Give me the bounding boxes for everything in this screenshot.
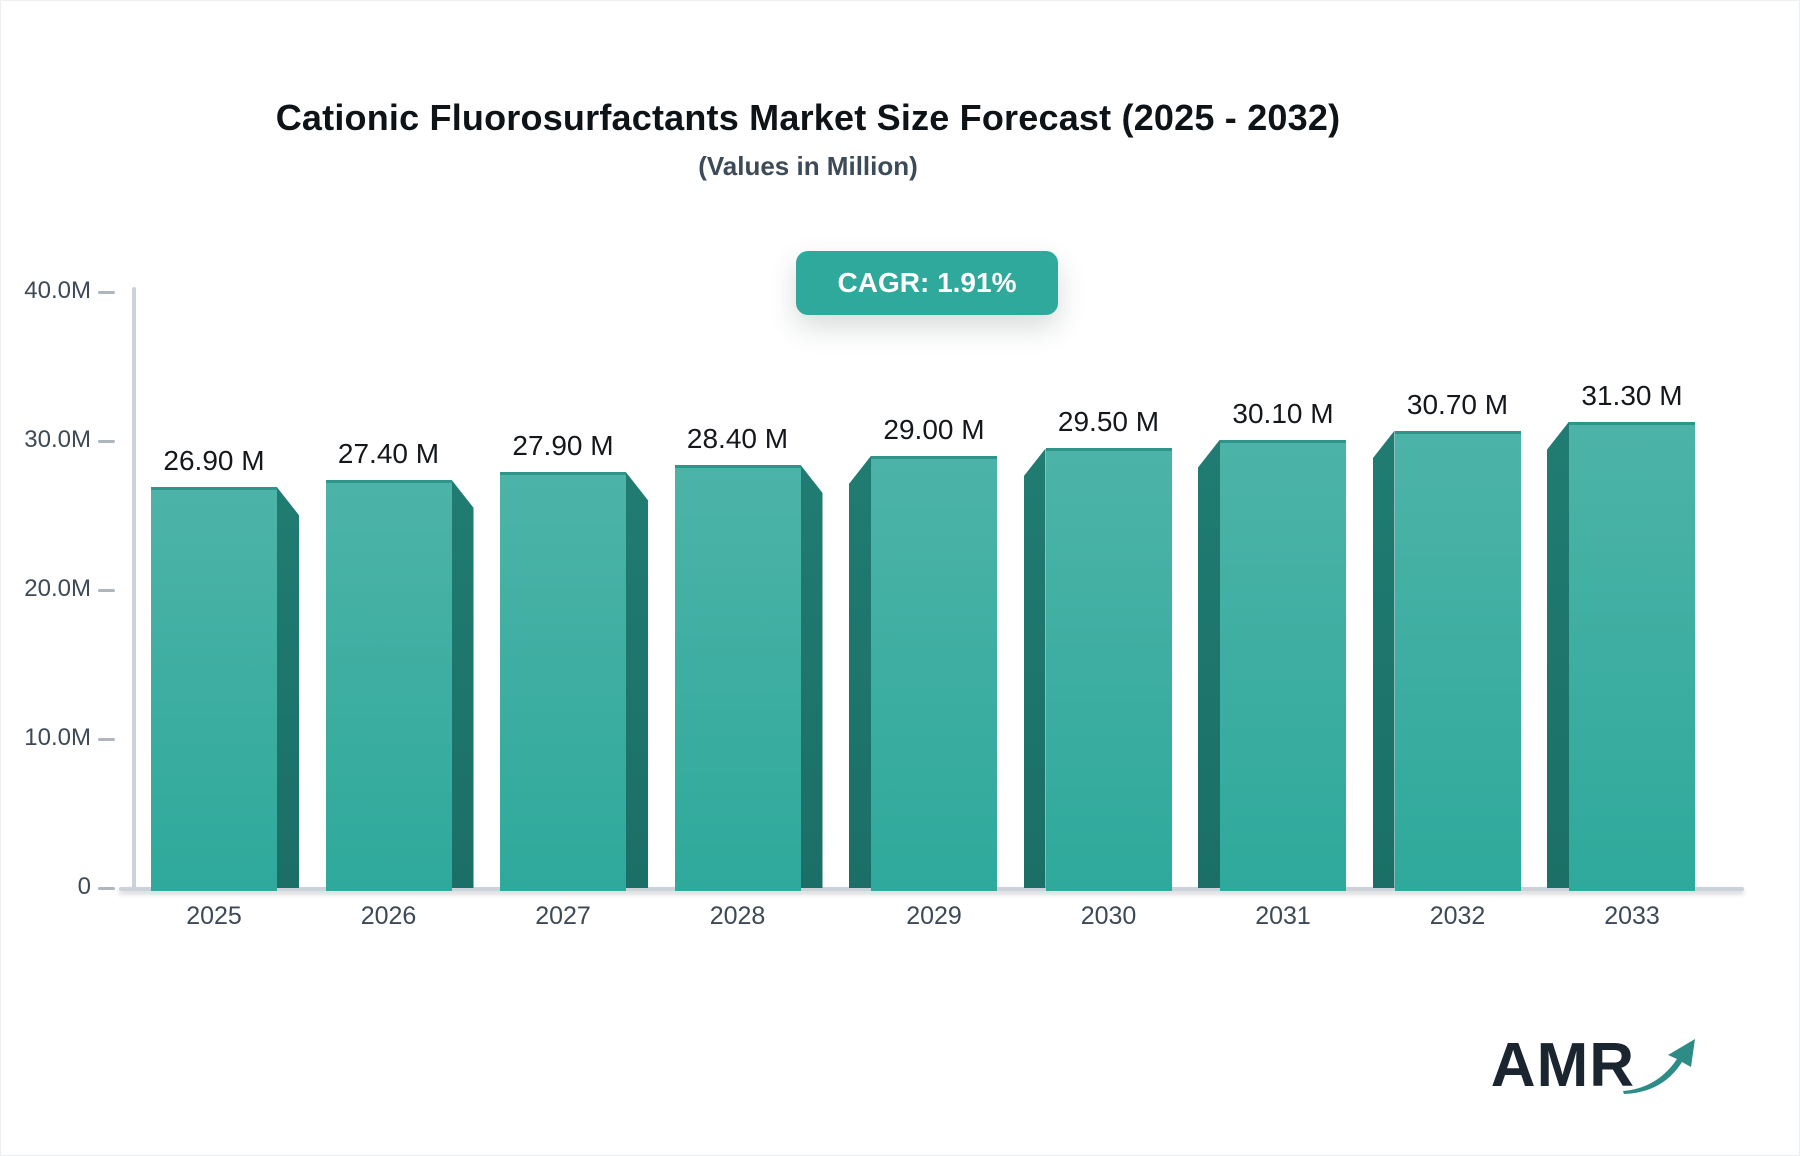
- y-axis-label-20.0M: 20.0M: [24, 575, 91, 602]
- bar-2031[interactable]: [1220, 439, 1346, 891]
- bar-2030[interactable]: [1045, 448, 1172, 891]
- x-axis-label-2029: 2029: [906, 902, 962, 930]
- bar-value-label-2027: 27.90 M: [512, 430, 614, 462]
- y-axis-label-40.0M: 40.0M: [24, 277, 91, 304]
- growth-arrow-icon: [1623, 1039, 1695, 1094]
- x-axis-label-2032: 2032: [1429, 902, 1486, 930]
- amr-logo-text: AMR: [1490, 1031, 1635, 1100]
- bar-2026[interactable]: [325, 479, 452, 891]
- x-axis-label-2028: 2028: [709, 902, 766, 930]
- bar-value-label-2031: 30.10 M: [1232, 397, 1334, 429]
- bar-3d-side-2028: [800, 464, 823, 888]
- bar-value-label-2032: 30.70 M: [1406, 388, 1509, 420]
- y-axis-label-10.0M: 10.0M: [24, 724, 91, 751]
- bar-3d-side-2026: [451, 479, 474, 888]
- y-axis-label-0: 0: [77, 873, 91, 900]
- y-axis-label-30.0M: 30.0M: [24, 426, 91, 453]
- bar-value-label-2030: 29.50 M: [1057, 406, 1160, 438]
- bar-value-label-2033: 31.30 M: [1581, 379, 1683, 411]
- bar-3d-side-2025: [277, 487, 299, 888]
- y-axis-tick: [98, 589, 115, 592]
- bar-value-label-2028: 28.40 M: [686, 422, 789, 454]
- chart-title: Cationic Fluorosurfactants Market Size F…: [275, 97, 1341, 138]
- x-axis-label-2026: 2026: [360, 902, 417, 930]
- cagr-badge-label: CAGR: 1.91%: [837, 267, 1017, 298]
- bar-2032[interactable]: [1394, 430, 1521, 891]
- amr-logo: AMR: [1491, 1031, 1699, 1121]
- x-axis-label-2033: 2033: [1604, 902, 1660, 930]
- bar-2033[interactable]: [1569, 421, 1695, 891]
- bar-3d-side-2031: [1198, 439, 1220, 888]
- y-axis-line: [132, 287, 136, 891]
- cagr-badge: CAGR: 1.91%: [796, 251, 1058, 315]
- bar-3d-side-2030: [1023, 448, 1046, 888]
- y-axis-tick: [98, 440, 115, 443]
- y-axis-tick: [98, 887, 115, 890]
- x-axis-label-2030: 2030: [1080, 902, 1137, 930]
- bar-value-label-2029: 29.00 M: [883, 413, 985, 445]
- bar-value-label-2026: 27.40 M: [337, 437, 440, 469]
- bar-2025[interactable]: [151, 487, 277, 891]
- y-axis-tick: [98, 291, 115, 294]
- y-axis-tick: [98, 738, 115, 741]
- bar-3d-side-2027: [626, 472, 648, 888]
- bar-value-label-2025: 26.90 M: [163, 445, 265, 477]
- bar-3d-side-2029: [849, 455, 871, 888]
- x-axis-label-2025: 2025: [186, 902, 242, 930]
- bar-2028[interactable]: [674, 464, 801, 891]
- bar-3d-side-2032: [1372, 430, 1395, 888]
- bar-3d-side-2033: [1547, 421, 1569, 888]
- chart-subtitle: (Values in Million): [698, 151, 918, 181]
- bar-2027[interactable]: [500, 472, 626, 891]
- bar-2029[interactable]: [871, 455, 997, 891]
- x-axis-label-2027: 2027: [535, 902, 591, 930]
- x-axis-label-2031: 2031: [1255, 902, 1311, 930]
